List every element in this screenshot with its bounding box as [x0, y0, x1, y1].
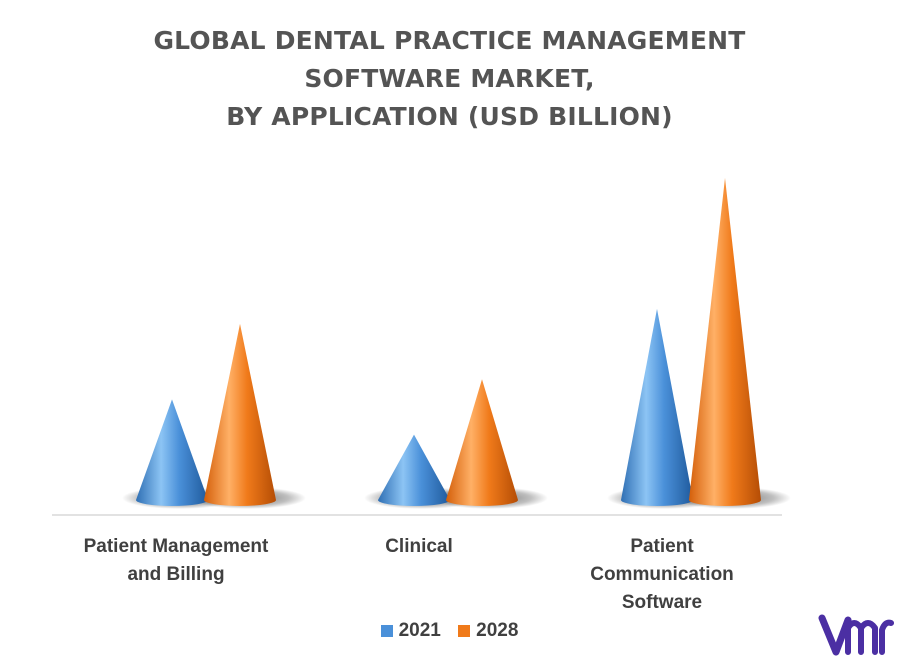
legend: 2021 2028 — [0, 620, 899, 642]
label-line: Clinical — [385, 536, 453, 557]
chart-title: GLOBAL DENTAL PRACTICE MANAGEMENT SOFTWA… — [0, 22, 899, 136]
chart-title-line: GLOBAL DENTAL PRACTICE MANAGEMENT — [153, 26, 746, 55]
legend-label-2021: 2021 — [398, 620, 441, 641]
label-line: Patient Management — [83, 536, 269, 557]
cone-marks — [136, 178, 761, 506]
cone-2021-1 — [378, 434, 450, 506]
x-tick-label-clinical: Clinical — [339, 533, 499, 561]
label-line: and Billing — [127, 564, 225, 585]
chart-title-line: SOFTWARE MARKET, — [304, 64, 595, 93]
vmr-logo — [818, 614, 894, 656]
legend-label-2028: 2028 — [476, 620, 519, 641]
cone-2028-1 — [446, 379, 518, 506]
cone-2021-2 — [621, 308, 693, 506]
x-tick-label-patient-communication: Patient Communication Software — [552, 533, 772, 617]
label-line: Communication — [590, 564, 734, 585]
label-line: Software — [621, 592, 703, 613]
legend-swatch-2021 — [380, 624, 393, 637]
chart-title-line: BY APPLICATION (USD BILLION) — [226, 102, 673, 131]
cone-2021-0 — [136, 399, 208, 506]
legend-item-2028: 2028 — [458, 620, 518, 642]
x-tick-label-patient-management: Patient Management and Billing — [56, 533, 296, 589]
legend-swatch-2028 — [458, 624, 471, 637]
label-line: Patient — [630, 536, 694, 557]
legend-item-2021: 2021 — [380, 620, 441, 642]
cone-2028-2 — [689, 178, 761, 506]
cone-2028-0 — [204, 323, 276, 506]
